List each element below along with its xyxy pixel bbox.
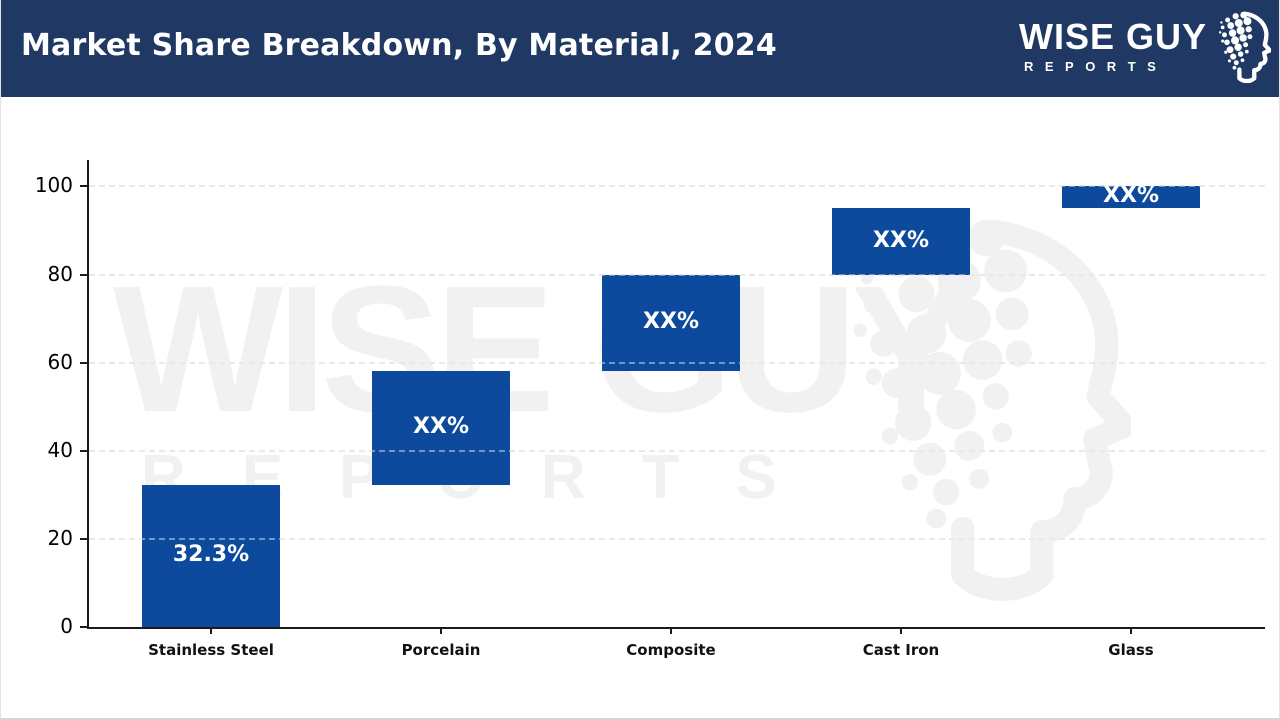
y-tickmark-40	[80, 449, 89, 452]
gridline-overlay-100	[89, 185, 1265, 188]
y-tick-label-0: 0	[60, 614, 73, 638]
y-tickmark-0	[80, 626, 89, 628]
brand-logo: WISE GUY REPORTS	[1019, 6, 1271, 86]
x-category-label: Porcelain	[401, 641, 481, 659]
bar-composite	[602, 274, 740, 372]
brand-wordmark: WISE GUY	[1018, 15, 1207, 57]
y-tick-label-60: 60	[47, 349, 73, 374]
bar-porcelain	[372, 371, 510, 485]
gridline-40	[89, 449, 1265, 452]
brand-logo-text: WISE GUY REPORTS	[1018, 15, 1207, 74]
bar-value-label: XX%	[873, 227, 929, 253]
bar-stainless-steel	[142, 484, 280, 627]
x-category-label: Glass	[1108, 641, 1154, 659]
bar-value-label: XX%	[643, 309, 699, 334]
y-tick-label-80: 80	[47, 261, 73, 286]
x-axis	[87, 627, 1265, 629]
bar-value-label: XX%	[1103, 183, 1159, 209]
y-tick-label-100: 100	[34, 173, 73, 198]
x-tickmark-1	[210, 627, 212, 634]
brand-reports-text: REPORTS	[1023, 58, 1168, 74]
y-tickmark-100	[80, 185, 89, 188]
bar-glass	[1062, 186, 1200, 209]
gridline-20	[89, 537, 1265, 540]
page-title: Market Share Breakdown, By Material, 202…	[21, 28, 777, 63]
gridline-100	[89, 185, 1265, 188]
x-category-label: Composite	[626, 641, 716, 659]
x-category-label: Cast Iron	[862, 641, 940, 659]
x-tickmark-4	[900, 627, 902, 634]
gridline-overlay-60	[89, 361, 1265, 364]
y-tickmark-80	[80, 273, 89, 276]
bar-value-label: XX%	[413, 414, 469, 440]
y-axis	[87, 160, 89, 629]
y-tick-label-40: 40	[47, 437, 73, 462]
gridline-overlay-40	[89, 449, 1265, 452]
bar-value-label: 32.3%	[172, 541, 250, 567]
y-tickmark-20	[80, 537, 89, 540]
brand-head-icon	[1209, 6, 1271, 86]
gridline-overlay-80	[89, 273, 1265, 276]
x-tickmark-5	[1130, 627, 1132, 634]
y-tick-label-20: 20	[47, 525, 73, 550]
x-tickmark-2	[440, 627, 442, 634]
x-category-label: Stainless Steel	[148, 641, 274, 659]
x-tickmark-3	[670, 627, 672, 634]
y-tickmark-60	[80, 361, 89, 364]
report-header: Market Share Breakdown, By Material, 202…	[1, 0, 1279, 97]
gridline-overlay-20	[89, 537, 1265, 540]
